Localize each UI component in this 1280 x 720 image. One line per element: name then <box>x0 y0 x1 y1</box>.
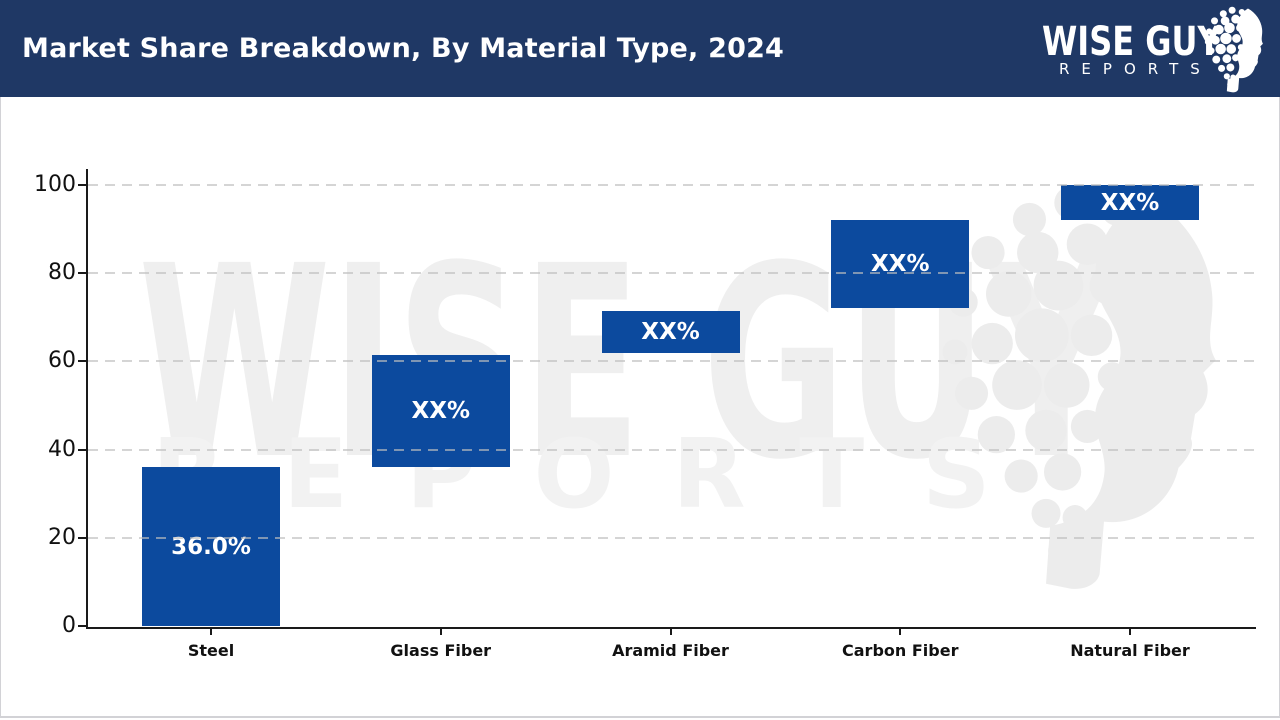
y-tick-60 <box>78 360 86 363</box>
gridline-20 <box>88 536 1256 539</box>
x-tick-aramid-fiber <box>669 627 672 635</box>
y-tick-100 <box>78 184 86 186</box>
y-tick-label-100: 100 <box>34 172 76 197</box>
bar-aramid-fiber: XX% <box>601 310 740 353</box>
y-tick-20 <box>78 536 86 539</box>
logo-face-icon <box>1202 5 1264 93</box>
x-tick-label-natural-fiber: Natural Fiber <box>1070 641 1190 660</box>
y-tick-label-60: 60 <box>48 348 76 374</box>
y-tick-40 <box>78 448 86 451</box>
x-tick-carbon-fiber <box>899 627 902 635</box>
y-tick-label-40: 40 <box>48 436 76 462</box>
bar-natural-fiber: XX% <box>1061 185 1199 221</box>
gridline-100 <box>88 184 1256 186</box>
bar-steel: 36.0% <box>142 467 280 626</box>
x-tick-steel <box>210 627 212 635</box>
y-tick-80 <box>78 272 86 275</box>
x-tick-label-steel: Steel <box>187 641 235 660</box>
y-tick-label-20: 20 <box>48 524 76 550</box>
gridline-60 <box>88 360 1256 363</box>
x-tick-natural-fiber <box>1129 627 1131 635</box>
x-tick-label-carbon-fiber: Carbon Fiber <box>842 641 959 660</box>
x-tick-label-glass-fiber: Glass Fiber <box>390 641 492 660</box>
y-tick-label-0: 0 <box>62 613 76 638</box>
gridline-40 <box>88 448 1256 451</box>
page-title: Market Share Breakdown, By Material Type… <box>22 33 785 64</box>
bar-value-label-natural-fiber: XX% <box>1100 189 1160 216</box>
header-bar: Market Share Breakdown, By Material Type… <box>0 0 1280 97</box>
x-tick-label-aramid-fiber: Aramid Fiber <box>612 641 729 660</box>
left-border-line <box>0 97 1 717</box>
x-tick-glass-fiber <box>439 627 442 635</box>
watermark-reports-text: REPORTS <box>152 420 1049 530</box>
bottom-border-line <box>0 716 1280 718</box>
bar-value-label-aramid-fiber: XX% <box>641 318 700 345</box>
bar-carbon-fiber: XX% <box>831 220 970 309</box>
y-tick-label-80: 80 <box>48 260 76 286</box>
y-tick-0 <box>78 625 86 627</box>
gridline-80 <box>88 272 1256 275</box>
bar-value-label-glass-fiber: XX% <box>411 398 470 424</box>
logo-wiseguy-text: WISE GUY <box>1042 19 1221 65</box>
bar-glass-fiber: XX% <box>371 354 510 468</box>
logo-reports-text: REPORTS <box>1059 60 1212 78</box>
y-axis-line <box>86 169 88 629</box>
waterfall-chart: 0 20 40 60 80 100 36.0% Steel XX% Glass Fiber XX% A… <box>0 97 1280 717</box>
